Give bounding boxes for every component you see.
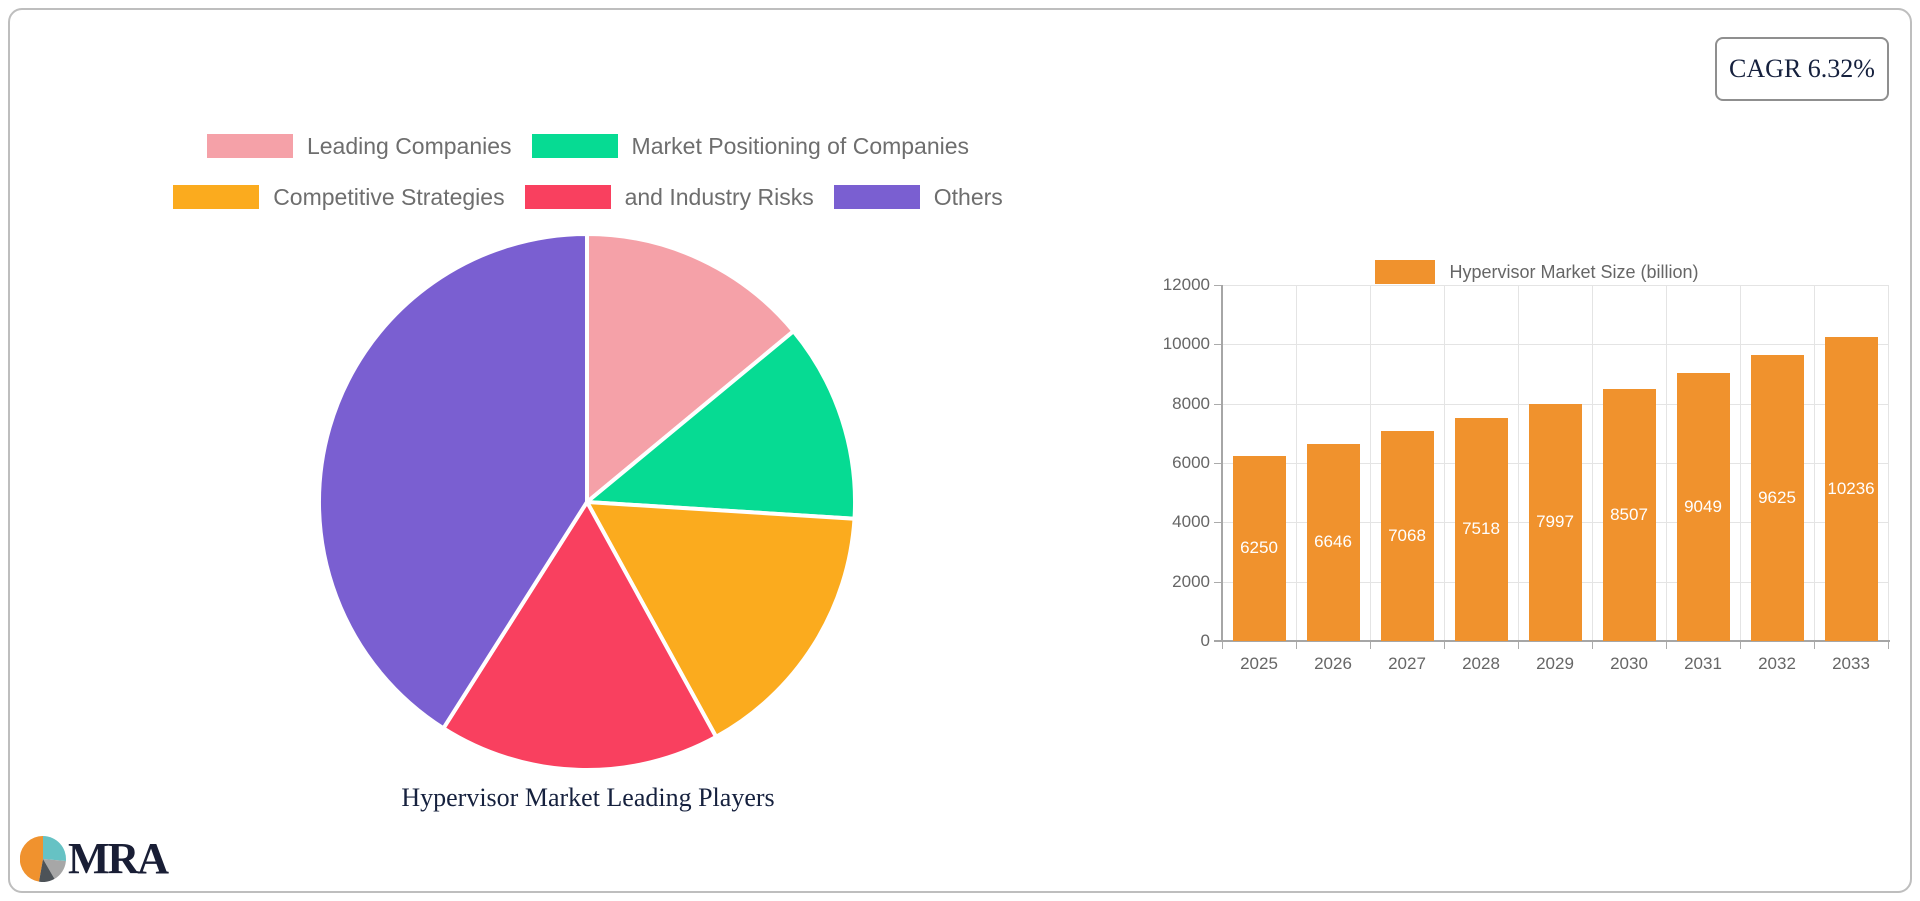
x-tick-mark [1666,641,1667,649]
x-tick-label: 2026 [1314,654,1352,673]
x-tick-label: 2032 [1758,654,1796,673]
pie-legend-item: Competitive Strategies [173,182,505,212]
pie-legend-row: Competitive Strategies and Industry Risks… [30,182,1146,212]
x-tick-label: 2033 [1832,654,1870,673]
gridline-v [1518,285,1519,641]
bar [1528,403,1582,641]
cagr-badge: CAGR 6.32% [1715,37,1889,101]
bar [1676,372,1730,641]
x-tick-mark [1518,641,1519,649]
x-tick-label: 2028 [1462,654,1500,673]
pie-chart-title: Hypervisor Market Leading Players [401,783,775,812]
pie-chart [316,232,858,773]
pie-legend-label: Leading Companies [306,132,512,159]
pie-legend-swatch [206,134,293,158]
bar-value-label: 7997 [1536,512,1574,532]
x-tick-label: 2030 [1610,654,1648,673]
y-tick-label: 10000 [1162,334,1210,354]
pie-legend-swatch [524,185,611,209]
x-tick-mark [1814,641,1815,649]
pie-legend-label: Others [933,183,1003,210]
x-tick-mark [1222,641,1223,649]
x-tick-mark [1370,641,1371,649]
bar-value-label: 9625 [1758,488,1796,508]
mra-logo-pie-icon [20,836,66,882]
pie-slice-4 [316,232,589,731]
pie-legend-swatch [173,185,260,209]
y-axis-line [1221,285,1223,641]
gridline-v [1814,285,1815,641]
y-tick-mark [1214,344,1222,346]
gridline-v [1666,285,1667,641]
x-tick-mark [1740,641,1741,649]
y-tick-mark [1214,522,1222,524]
x-axis-line [1214,640,1890,642]
bar [1306,443,1360,641]
gridline-h [1222,285,1888,286]
x-tick-label: 2031 [1684,654,1722,673]
x-tick-mark [1888,641,1889,649]
bar [1232,455,1286,641]
gridline-v [1370,285,1371,641]
pie-legend-item: and Industry Risks [524,182,814,212]
bar-value-label: 8507 [1610,504,1648,524]
bar-chart: Hypervisor Market Size (billion) 0 2000 40… [1140,250,1920,710]
y-tick-label: 12000 [1162,275,1210,294]
pie-legend-item: Market Positioning of Companies [531,131,970,161]
bar [1602,388,1656,641]
bar [1824,337,1878,641]
gridline-v [1740,285,1741,641]
x-tick-label: 2029 [1536,654,1574,673]
gridline-v [1592,285,1593,641]
bar [1380,431,1434,641]
x-tick-label: 2027 [1388,654,1426,673]
bar-value-label: 6250 [1240,538,1278,558]
x-tick-mark [1296,641,1297,649]
gridline-v [1888,285,1889,641]
y-tick-label: 0 [1200,631,1210,650]
x-tick-label: 2025 [1240,654,1278,673]
pie-legend-swatch [833,185,920,209]
bar-value-label: 9049 [1684,496,1722,516]
gridline-v [1444,285,1445,641]
gridline-h [1222,344,1888,346]
pie-legend-label: Market Positioning of Companies [631,132,970,159]
bar-value-label: 7518 [1462,519,1500,539]
y-tick-label: 6000 [1172,453,1210,472]
pie-legend-label: and Industry Risks [624,183,814,210]
x-tick-mark [1444,641,1445,649]
mra-logo: MRA [20,834,169,883]
bar-value-label: 10236 [1827,479,1875,499]
y-tick-label: 8000 [1172,393,1210,413]
y-tick-label: 2000 [1172,571,1210,591]
y-tick-mark [1214,403,1222,405]
pie-slice-2 [585,500,857,739]
bar-value-label: 7068 [1388,526,1426,546]
mra-logo-text: MRA [68,834,169,883]
pie-legend-swatch [531,134,618,158]
gridline-v [1296,285,1297,641]
bar [1750,355,1804,641]
bar-value-label: 6646 [1314,532,1352,552]
pie-legend-item: Leading Companies [206,131,512,161]
y-tick-label: 4000 [1172,512,1210,532]
x-tick-mark [1592,641,1593,649]
y-tick-mark [1214,285,1222,286]
pie-legend-row: Leading Companies Market Positioning of C… [30,131,1146,161]
pie-slice-1 [585,329,858,521]
bar-legend-swatch [1375,260,1436,284]
bar-chart-legend: Hypervisor Market Size (billion) [1204,258,1870,286]
pie-legend-item: Others [833,182,1003,212]
pie-legend: Leading Companies Market Positioning of C… [30,131,1146,212]
pie-legend-label: Competitive Strategies [273,183,505,210]
y-tick-mark [1214,581,1222,583]
bar [1454,417,1508,641]
bar-legend-label: Hypervisor Market Size (billion) [1449,261,1699,282]
pie-slice-3 [441,500,719,773]
pie-slice-0 [585,232,796,504]
y-tick-mark [1214,463,1222,464]
